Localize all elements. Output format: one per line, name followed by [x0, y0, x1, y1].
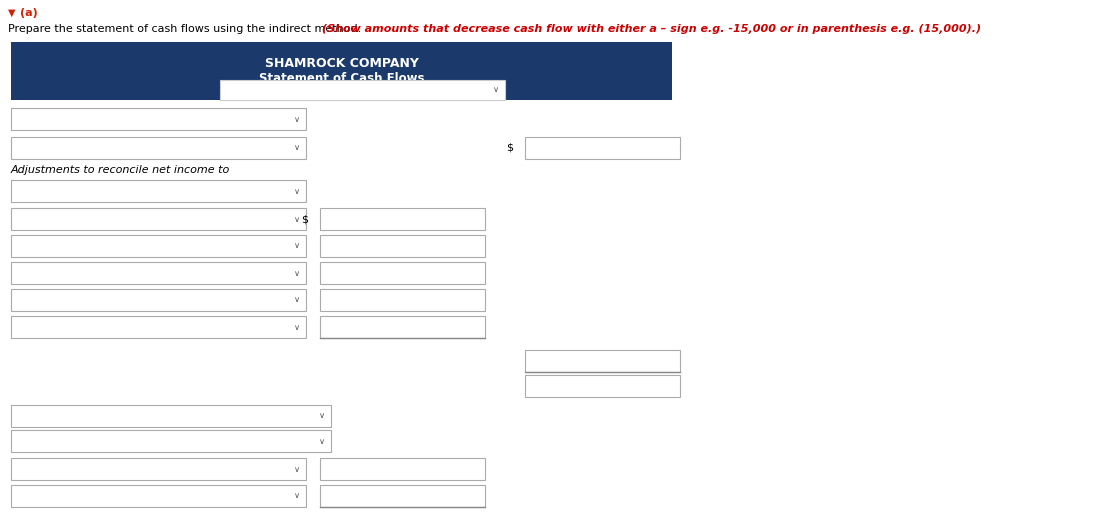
Bar: [320, 316, 485, 338]
Bar: [320, 289, 485, 311]
Text: ∨: ∨: [294, 323, 300, 332]
Text: Prepare the statement of cash flows using the indirect method.: Prepare the statement of cash flows usin…: [8, 24, 361, 34]
Text: $: $: [301, 214, 309, 224]
Text: ∨: ∨: [294, 268, 300, 278]
Text: (Show amounts that decrease cash flow with either a – sign e.g. ‐15,000 or in pa: (Show amounts that decrease cash flow wi…: [318, 24, 982, 34]
Text: Statement of Cash Flows: Statement of Cash Flows: [259, 72, 424, 85]
Text: SHAMROCK COMPANY: SHAMROCK COMPANY: [265, 57, 418, 70]
Text: ∨: ∨: [294, 241, 300, 251]
Text: ∨: ∨: [294, 114, 300, 123]
Text: ∨: ∨: [294, 492, 300, 500]
Text: ∨: ∨: [294, 143, 300, 152]
Bar: [11, 137, 306, 159]
Bar: [11, 289, 306, 311]
Bar: [11, 430, 330, 452]
Bar: [320, 208, 485, 230]
Text: ∨: ∨: [318, 411, 325, 421]
Text: Adjustments to reconcile net income to: Adjustments to reconcile net income to: [11, 165, 231, 175]
Text: ∨: ∨: [493, 85, 500, 94]
Bar: [11, 108, 306, 130]
Bar: [11, 485, 306, 507]
Bar: [320, 485, 485, 507]
Bar: [320, 235, 485, 257]
Text: ∨: ∨: [294, 186, 300, 195]
Bar: [11, 316, 306, 338]
Text: ∨: ∨: [294, 465, 300, 473]
Bar: [11, 235, 306, 257]
Bar: [11, 262, 306, 284]
Text: ▼: ▼: [8, 8, 15, 18]
Bar: [320, 262, 485, 284]
Text: (a): (a): [20, 8, 37, 18]
Text: $: $: [506, 143, 513, 153]
Bar: [11, 42, 672, 100]
Bar: [11, 405, 330, 427]
Bar: [525, 350, 680, 372]
Bar: [11, 180, 306, 202]
Text: ∨: ∨: [294, 295, 300, 305]
Bar: [525, 375, 680, 397]
Bar: [525, 137, 680, 159]
Text: ∨: ∨: [294, 214, 300, 223]
Bar: [320, 458, 485, 480]
Text: ∨: ∨: [318, 437, 325, 445]
Bar: [11, 208, 306, 230]
Bar: [220, 80, 505, 100]
Bar: [11, 458, 306, 480]
